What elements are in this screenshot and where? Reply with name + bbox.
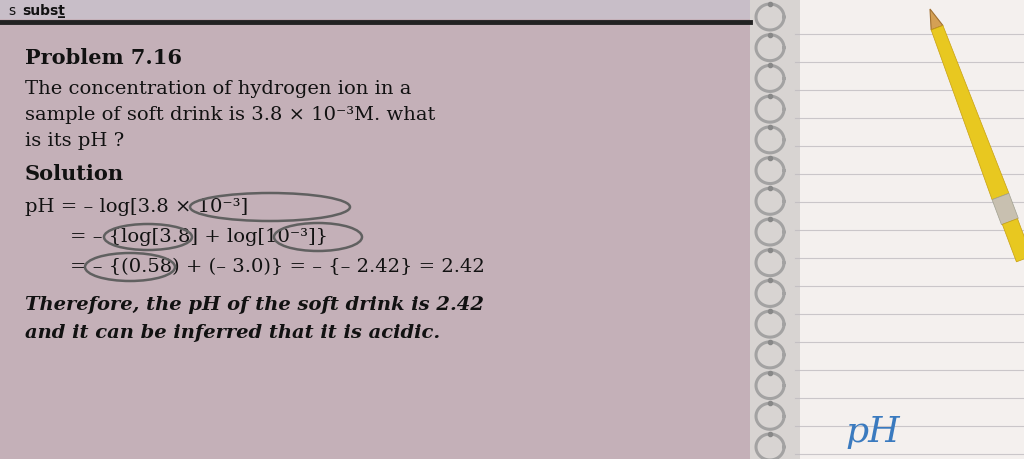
FancyBboxPatch shape bbox=[0, 0, 750, 459]
FancyBboxPatch shape bbox=[795, 0, 1024, 459]
FancyBboxPatch shape bbox=[0, 0, 750, 20]
Text: pH = – log[3.8 × 10⁻³]: pH = – log[3.8 × 10⁻³] bbox=[25, 197, 248, 216]
Text: subst̲̲̲̲̲̲̲̲: subst̲̲̲̲̲̲̲̲ bbox=[22, 4, 65, 18]
Polygon shape bbox=[1002, 219, 1024, 262]
Text: Solution: Solution bbox=[25, 164, 124, 184]
FancyBboxPatch shape bbox=[750, 0, 800, 459]
Polygon shape bbox=[931, 27, 1009, 200]
Polygon shape bbox=[992, 194, 1018, 225]
Text: = – {log[3.8] + log[10⁻³]}: = – {log[3.8] + log[10⁻³]} bbox=[70, 228, 328, 246]
Text: is its pH ?: is its pH ? bbox=[25, 132, 124, 150]
Text: The concentration of hydrogen ion in a: The concentration of hydrogen ion in a bbox=[25, 80, 412, 98]
Polygon shape bbox=[930, 10, 943, 31]
Text: = – {(0.58) + (– 3.0)} = – {– 2.42} = 2.42: = – {(0.58) + (– 3.0)} = – {– 2.42} = 2.… bbox=[70, 257, 484, 275]
Text: s: s bbox=[8, 4, 15, 18]
Text: sample of soft drink is 3.8 × 10⁻³M. what: sample of soft drink is 3.8 × 10⁻³M. wha… bbox=[25, 106, 435, 124]
Text: pH: pH bbox=[845, 414, 900, 448]
Text: Therefore, the pH of the soft drink is 2.42: Therefore, the pH of the soft drink is 2… bbox=[25, 295, 484, 313]
Text: Problem 7.16: Problem 7.16 bbox=[25, 48, 182, 68]
Text: and it can be inferred that it is acidic.: and it can be inferred that it is acidic… bbox=[25, 323, 440, 341]
